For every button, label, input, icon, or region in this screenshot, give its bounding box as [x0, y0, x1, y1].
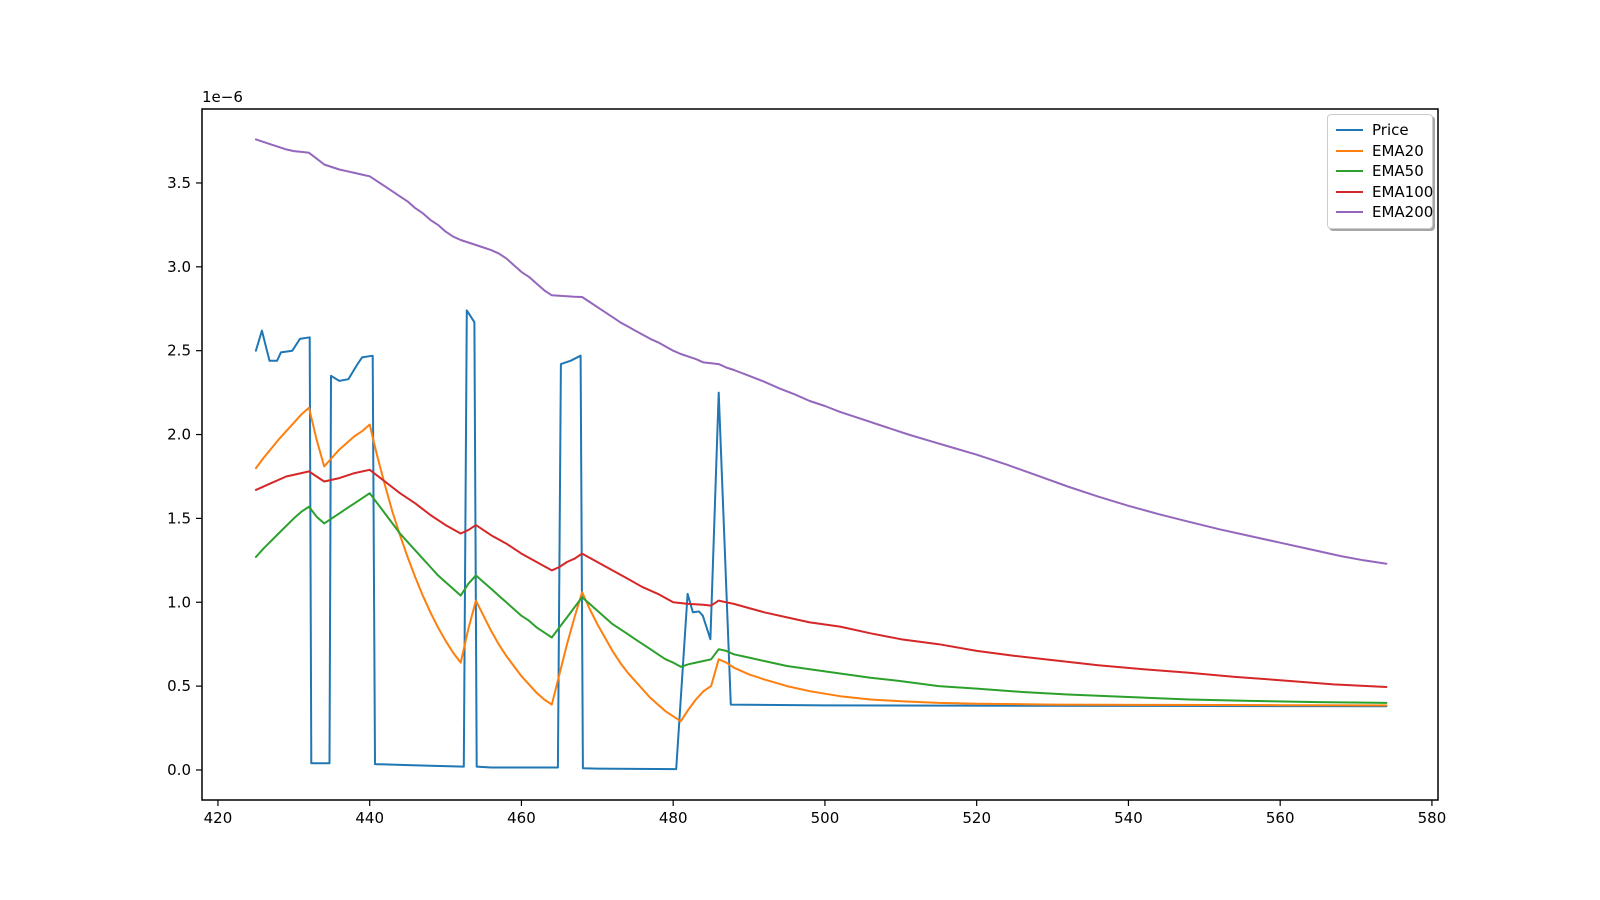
y-axis-offset-label: 1e−6 — [202, 88, 243, 106]
legend-item-ema100: EMA100 — [1336, 182, 1433, 203]
x-tick-label: 420 — [204, 809, 233, 827]
x-tick-label: 480 — [659, 809, 688, 827]
price-line-swatch-icon — [1336, 129, 1363, 132]
legend-label-price: Price — [1372, 121, 1409, 140]
legend-label-ema20: EMA20 — [1372, 141, 1424, 160]
series-line-ema200 — [254, 138, 1388, 565]
axes-spines — [201, 108, 1439, 801]
y-tick-label: 0.0 — [167, 761, 191, 779]
x-tick-label: 520 — [962, 809, 991, 827]
series-line-price — [254, 309, 1388, 771]
x-tick-label: 500 — [811, 809, 840, 827]
chart-legend: Price EMA20 EMA50 EMA100 EMA200 — [1327, 114, 1433, 229]
y-tick-label: 1.5 — [167, 509, 191, 527]
legend-item-ema200: EMA200 — [1336, 202, 1433, 223]
y-tick-label: 2.5 — [167, 342, 191, 360]
x-tick-label: 580 — [1418, 809, 1447, 827]
y-tick-label: 0.5 — [167, 677, 191, 695]
y-tick-label: 1.0 — [167, 593, 191, 611]
legend-item-price: Price — [1336, 120, 1424, 141]
x-tick-label: 440 — [355, 809, 384, 827]
legend-label-ema100: EMA100 — [1372, 182, 1434, 201]
ema200-line-swatch-icon — [1336, 211, 1363, 214]
y-tick-label: 3.0 — [167, 258, 191, 276]
ema50-line-swatch-icon — [1336, 170, 1363, 173]
y-tick-label: 3.5 — [167, 174, 191, 192]
legend-item-ema20: EMA20 — [1336, 141, 1424, 162]
x-tick-label: 460 — [507, 809, 536, 827]
series-line-ema100 — [254, 468, 1388, 688]
x-tick-label: 560 — [1266, 809, 1295, 827]
series-line-ema50 — [254, 492, 1388, 704]
y-tick-label: 2.0 — [167, 426, 191, 444]
legend-label-ema200: EMA200 — [1372, 203, 1434, 222]
series-line-ema20 — [254, 406, 1388, 723]
x-tick-label: 540 — [1114, 809, 1143, 827]
legend-label-ema50: EMA50 — [1372, 162, 1424, 181]
ema100-line-swatch-icon — [1336, 190, 1363, 193]
legend-item-ema50: EMA50 — [1336, 161, 1424, 182]
ema20-line-swatch-icon — [1336, 149, 1363, 152]
